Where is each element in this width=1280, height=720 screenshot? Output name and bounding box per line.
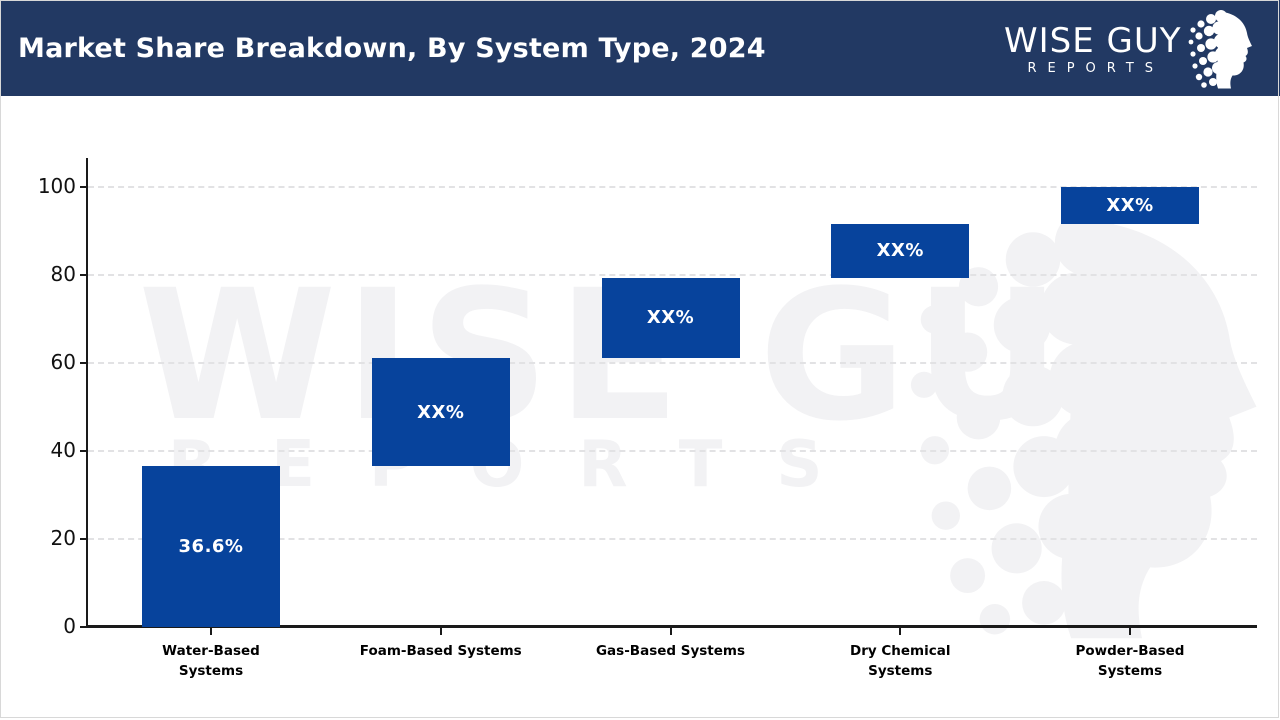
logo-head-icon <box>1188 10 1252 89</box>
gridline-y-60 <box>88 362 1257 364</box>
x-category-label-1: Water-Based Systems <box>162 643 260 679</box>
logo-text: WISE GUY REPORTS <box>1004 23 1182 76</box>
bar-value-label: 36.6% <box>178 535 244 557</box>
x-category-label-3: Gas-Based Systems <box>595 643 746 659</box>
gridline-y-100 <box>88 186 1257 188</box>
bar-foam-based-systems: XX% <box>371 358 510 466</box>
y-tick-mark-0 <box>80 626 88 628</box>
y-tick-label-20: 20 <box>50 526 76 550</box>
y-tick-label-0: 0 <box>63 614 76 638</box>
gridline-y-40 <box>88 450 1257 452</box>
bar-value-label: XX% <box>417 401 465 423</box>
x-tick-mark-1 <box>210 627 212 635</box>
logo-subtitle: REPORTS <box>1027 60 1165 76</box>
x-category-label-2: Foam-Based Systems <box>359 643 522 659</box>
logo-wordmark: WISE GUY <box>1004 20 1182 61</box>
y-tick-mark-60 <box>80 362 88 364</box>
header-banner: Market Share Breakdown, By System Type, … <box>0 0 1280 96</box>
page-title: Market Share Breakdown, By System Type, … <box>18 33 766 64</box>
y-tick-mark-100 <box>80 186 88 188</box>
bar-value-label: XX% <box>1106 194 1154 216</box>
y-tick-label-80: 80 <box>50 262 76 286</box>
x-tick-mark-3 <box>669 627 672 635</box>
y-tick-label-40: 40 <box>50 438 76 462</box>
y-tick-mark-80 <box>80 274 88 276</box>
x-category-label-4: Dry Chemical Systems <box>850 643 951 679</box>
bar-powder-based-systems: XX% <box>1061 187 1199 224</box>
bar-value-label: XX% <box>876 240 924 262</box>
y-tick-mark-20 <box>80 538 88 540</box>
y-tick-label-100: 100 <box>37 174 76 198</box>
bar-gas-based-systems: XX% <box>601 277 740 359</box>
x-category-label-5: Powder-Based Systems <box>1075 643 1185 679</box>
y-tick-label-60: 60 <box>50 350 76 374</box>
gridline-y-80 <box>88 274 1257 276</box>
y-tick-mark-40 <box>80 450 88 452</box>
y-axis-line <box>86 158 88 628</box>
bar-dry-chemical-systems: XX% <box>831 223 970 278</box>
gridline-y-20 <box>88 538 1257 540</box>
x-tick-mark-5 <box>1129 627 1131 635</box>
bar-water-based-systems: 36.6% <box>142 465 280 627</box>
x-tick-mark-4 <box>899 627 902 635</box>
x-tick-mark-2 <box>439 627 442 635</box>
wise-guy-reports-logo: WISE GUY REPORTS <box>1004 6 1272 92</box>
bar-value-label: XX% <box>646 307 695 329</box>
x-axis-line <box>86 625 1257 628</box>
